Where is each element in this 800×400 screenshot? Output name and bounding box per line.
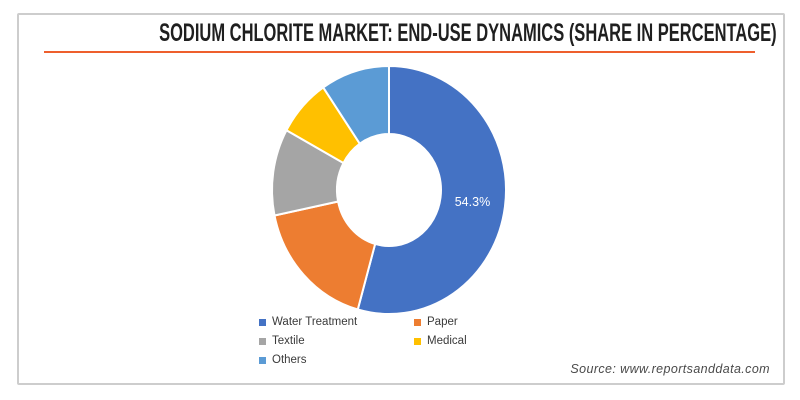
legend-label: Others — [272, 354, 307, 366]
slice-paper — [273, 200, 377, 311]
legend-item-medical: Medical — [414, 334, 544, 348]
legend-swatch-icon — [414, 318, 421, 326]
header: SODIUM CHLORITE MARKET: END-USE DYNAMICS… — [0, 19, 800, 48]
legend-item-textile: Textile — [259, 334, 414, 348]
legend-label: Paper — [427, 316, 458, 328]
legend-label: Medical — [427, 335, 467, 347]
legend-swatch-icon — [414, 337, 421, 345]
legend-label: Water Treatment — [272, 316, 358, 328]
source-credit: Source: www.reportsanddata.com — [570, 362, 770, 376]
chart-legend: Water Treatment Paper Textile Medical Ot… — [259, 315, 544, 367]
chart-frame — [17, 13, 785, 385]
chart-title: SODIUM CHLORITE MARKET: END-USE DYNAMICS… — [159, 19, 777, 47]
slice-value-label: 54.3% — [455, 195, 490, 209]
legend-item-others: Others — [259, 353, 414, 367]
legend-swatch-icon — [259, 337, 266, 345]
slice-others — [322, 65, 390, 145]
legend-swatch-icon — [259, 356, 266, 364]
slice-water-treatment — [356, 65, 507, 315]
legend-item-water-treatment: Water Treatment — [259, 315, 414, 329]
legend-label: Textile — [272, 335, 305, 347]
title-underline — [44, 51, 755, 53]
legend-swatch-icon — [259, 318, 266, 326]
legend-item-paper: Paper — [414, 315, 544, 329]
